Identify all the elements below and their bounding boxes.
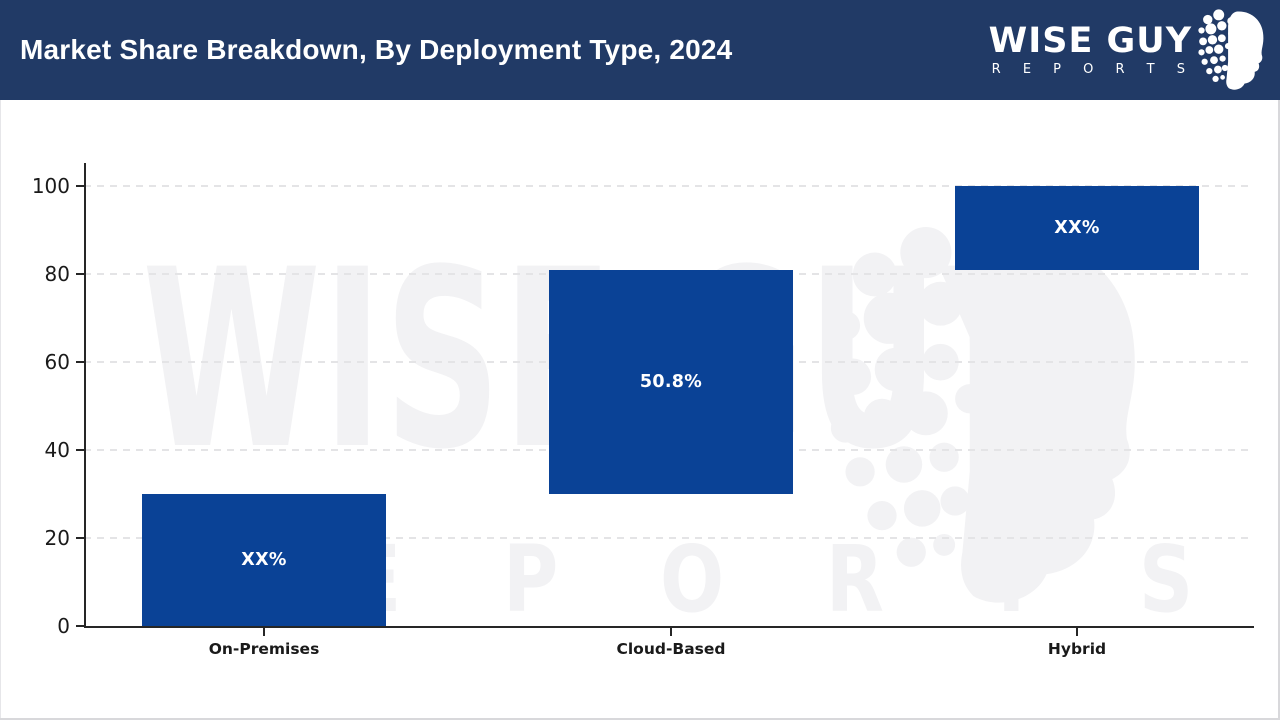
dotted-head-icon [1196,7,1268,93]
x-category-label: Cloud-Based [616,640,726,658]
y-tick-label-40: 40 [44,438,70,462]
gridline-100 [84,185,1254,187]
y-tick-mark-20 [76,537,84,539]
y-tick-mark-100 [76,185,84,187]
bar-on-premises: XX% [142,494,386,626]
x-category-label: Hybrid [1047,640,1107,658]
y-tick-label-20: 20 [44,526,70,550]
bar-hybrid: XX% [955,186,1199,271]
gridline-20 [84,537,1254,539]
wise-guy-logo: WISE GUY R E P O R T S [987,4,1268,96]
logo-wordmark: WISE GUY [988,20,1193,61]
watermark-dotted-head-icon [820,216,1156,618]
x-tick-mark-3 [1076,628,1078,636]
x-category-label: On-Premises [208,640,320,658]
x-tick-mark-2 [670,628,672,636]
bar-cloud-based: 50.8% [549,270,793,494]
x-tick-mark-1 [263,628,265,636]
x-axis-line [84,626,1254,628]
y-tick-mark-60 [76,361,84,363]
y-tick-mark-80 [76,273,84,275]
y-tick-label-100: 100 [31,174,70,198]
header-bar: Market Share Breakdown, By Deployment Ty… [0,0,1280,100]
bar-value-label: XX% [241,550,287,570]
y-axis-line [84,163,86,628]
logo-subtitle: R E P O R T S [991,61,1194,77]
y-tick-label-80: 80 [44,262,70,286]
y-tick-mark-40 [76,449,84,451]
bar-value-label: 50.8% [639,372,703,393]
y-tick-label-60: 60 [44,350,70,374]
y-tick-label-0: 0 [57,614,70,638]
y-tick-mark-0 [76,625,84,627]
bar-value-label: XX% [1054,218,1100,239]
logo-text: WISE GUY R E P O R T S [987,20,1194,77]
chart-title: Market Share Breakdown, By Deployment Ty… [20,34,733,65]
